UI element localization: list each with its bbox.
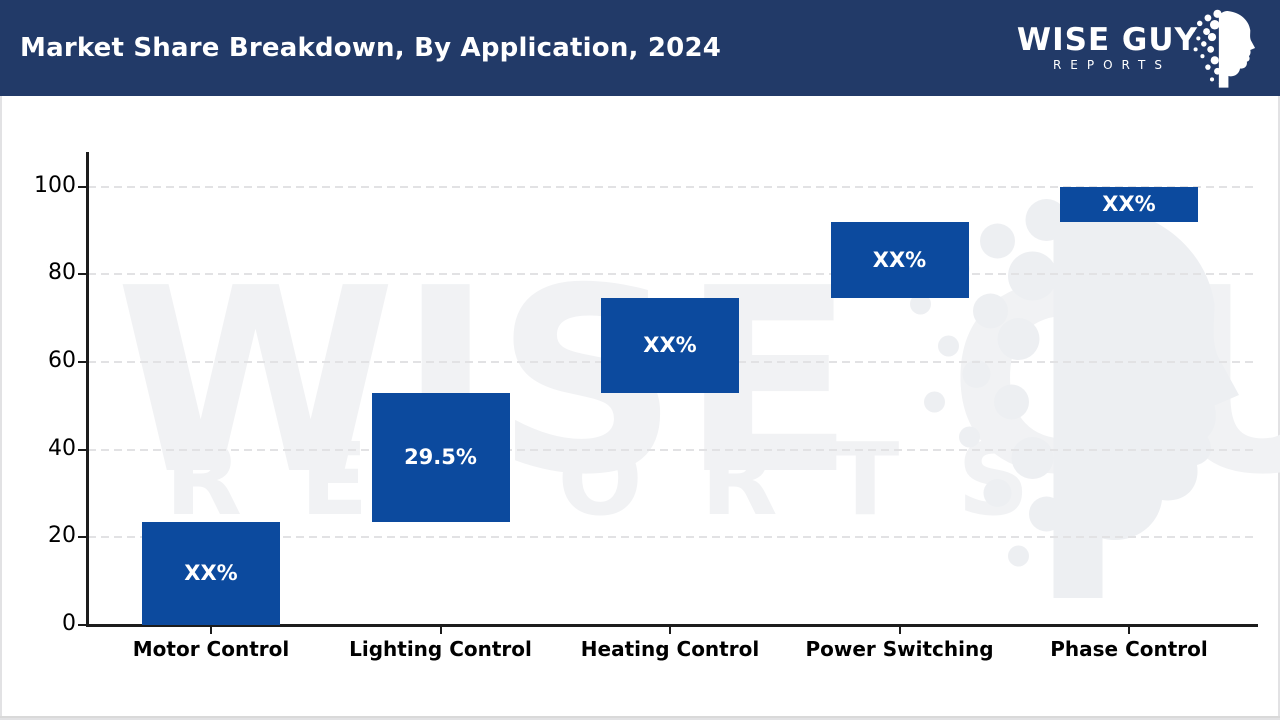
wiseguy-logo: WISE GUY REPORTS [1017,7,1266,89]
bar-value-label: XX% [872,247,927,272]
bar-value-label: XX% [1102,192,1156,217]
y-tick-label-80: 80 [48,260,76,286]
x-tick-4 [1128,626,1130,634]
y-tick-label-0: 0 [62,611,76,636]
bar-segment-2: XX% [601,298,739,393]
x-axis-label-4: Phase Control [1050,637,1208,661]
y-tick-40 [78,448,88,451]
y-tick-label-100: 100 [34,172,76,198]
x-tick-3 [898,626,901,634]
bar-segment-3: XX% [830,221,969,299]
bar-value-label: 29.5% [404,445,477,470]
x-axis-label-3: Power Switching [805,637,994,661]
y-tick-label-40: 40 [48,435,76,461]
header-bar: Market Share Breakdown, By Application, … [0,0,1280,96]
x-tick-1 [439,626,442,634]
y-axis-line [86,152,89,627]
x-axis-line [86,624,1258,627]
y-tick-100 [78,185,88,188]
logo-subtitle: REPORTS [1052,58,1171,72]
y-tick-0 [78,624,88,626]
bar-value-label: XX% [184,561,238,586]
logo-wordmark: WISE GUY [1016,22,1198,58]
wiseguy-logo-text: WISE GUY REPORTS [1016,22,1198,72]
x-axis-label-0: Motor Control [132,637,290,661]
y-tick-label-60: 60 [48,347,76,373]
y-tick-80 [78,273,88,276]
bottom-divider [0,716,1280,718]
bar-segment-4: XX% [1060,186,1198,222]
y-tick-20 [78,536,88,539]
gridline-80 [88,273,1258,276]
bar-value-label: XX% [643,333,697,358]
y-tick-label-20: 20 [48,523,76,549]
gridline-40 [88,448,1258,451]
x-tick-2 [669,626,671,634]
gridline-100 [88,185,1258,188]
x-axis-label-1: Lighting Control [349,637,532,661]
x-tick-0 [210,626,212,634]
gridline-20 [88,536,1258,539]
bar-segment-0: XX% [142,521,280,625]
x-axis-label-2: Heating Control [580,637,760,661]
y-tick-60 [78,360,88,363]
page-title: Market Share Breakdown, By Application, … [20,33,722,63]
wiseguy-face-icon [1184,7,1266,89]
bar-segment-1: 29.5% [371,392,510,522]
